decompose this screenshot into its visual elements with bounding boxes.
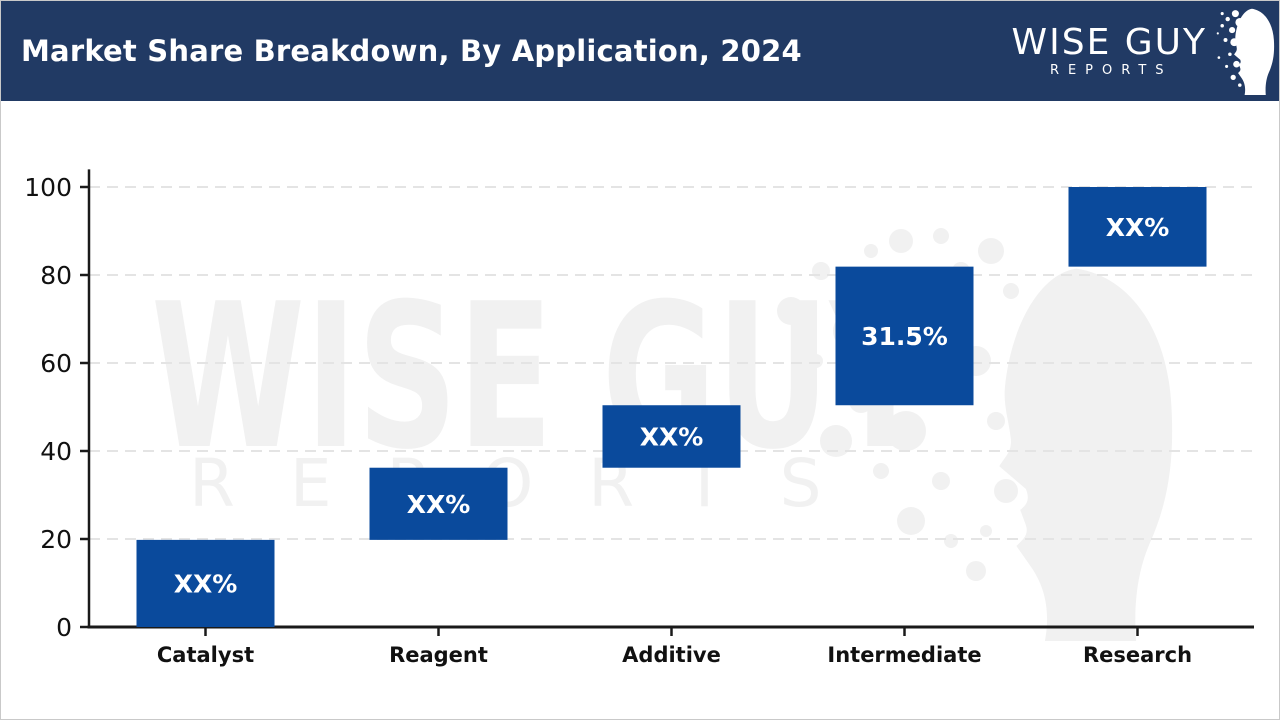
y-tick-label: 60 [40,349,72,378]
logo-text: WISE GUY REPORTS [1011,21,1208,79]
chart-area: WISE GUY REPORTS [1,101,1279,719]
bar-research [1068,187,1207,267]
plot-region: 0 20 40 60 80 100 Catalyst XX% Reagent XX% Additiv… [24,169,1254,667]
watermark-subtext: REPORTS [189,445,877,522]
y-tick-label: 80 [40,261,72,290]
watermark: WISE GUY REPORTS [151,228,1173,641]
x-category-label: Reagent [389,643,488,667]
bar-additive [602,405,741,468]
logo-wordmark: WISE GUY [1011,21,1207,63]
x-category-label: Additive [622,643,721,667]
x-category-label: Research [1083,643,1192,667]
logo-head-icon [1216,8,1275,95]
bar-label: XX% [407,490,471,519]
watermark-wordmark: WISE GUY [151,261,933,494]
bar-label: XX% [1106,213,1170,242]
bar-label: XX% [640,422,704,451]
bar-intermediate [835,266,974,406]
waterfall-chart: WISE GUY REPORTS [24,169,1254,667]
y-tick-label: 40 [40,437,72,466]
logo-head-profile [1234,8,1275,95]
bar-label: XX% [174,569,238,598]
wiseguy-logo: WISE GUY REPORTS [1012,7,1276,95]
bar-catalyst [136,539,275,627]
x-category-label: Catalyst [157,643,254,667]
header-bar: Market Share Breakdown, By Application, … [1,1,1279,101]
y-tick-label: 100 [24,173,72,202]
bar-label: 31.5% [861,322,948,351]
chart-title: Market Share Breakdown, By Application, … [21,34,802,68]
logo-subtext: REPORTS [1049,63,1173,79]
y-tick-label: 0 [56,613,72,642]
y-tick-label: 20 [40,525,72,554]
x-category-label: Intermediate [827,643,981,667]
bar-reagent [369,467,508,540]
watermark-head-profile [999,268,1173,641]
